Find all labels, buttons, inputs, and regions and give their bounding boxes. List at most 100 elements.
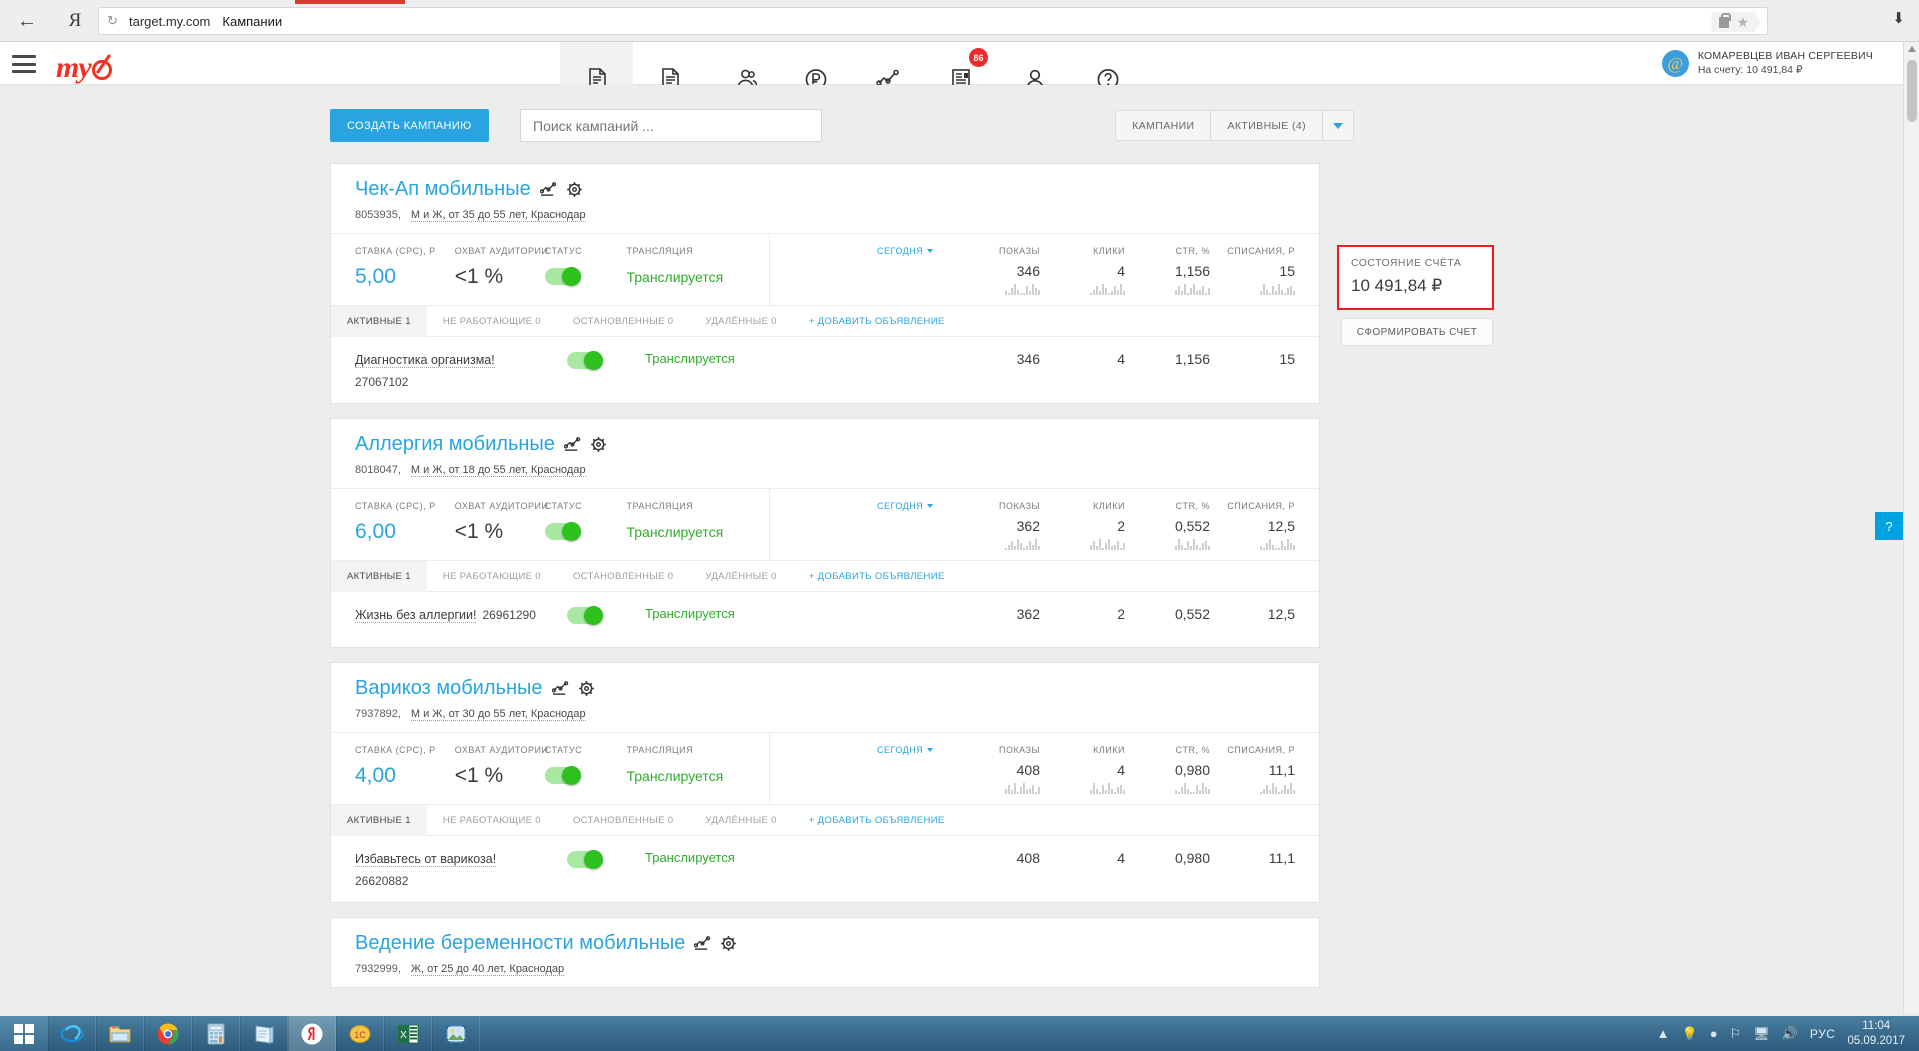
clock[interactable]: 11:04 05.09.2017 [1847,1019,1905,1048]
address-bar[interactable]: ↻ target.my.com Кампании ★ [98,7,1768,35]
create-invoice-button[interactable]: СФОРМИРОВАТЬ СЧЕТ [1341,318,1493,346]
volume-icon[interactable]: 🔊 [1781,1026,1798,1041]
yandex-logo-icon[interactable]: Я [68,10,82,31]
ad-status: Транслируется [645,606,735,621]
gear-icon[interactable] [590,436,607,453]
taskbar-file-explorer-icon[interactable] [96,1016,144,1051]
taskbar-calculator-icon[interactable] [192,1016,240,1051]
ads-tab[interactable]: УДАЛЁННЫЕ 0 [705,315,777,327]
campaign-meta: 7937892, М и Ж, от 30 до 55 лет, Краснода… [355,708,1295,721]
taskbar-excel-icon[interactable]: X [384,1016,432,1051]
user-name: КОМАРЕВЦЕВ ИВАН СЕРГЕЕВИЧ [1697,50,1873,63]
broadcast-value: Транслируется [626,269,724,285]
campaign-title[interactable]: Аллергия мобильные [355,433,555,455]
language-indicator[interactable]: РУС [1809,1026,1836,1041]
page-scrollbar[interactable] [1903,42,1919,1014]
filter-group: КАМПАНИИ АКТИВНЫЕ (4) [1115,110,1354,141]
ad-name[interactable]: Избавьтесь от варикоза! [355,852,497,867]
taskbar-notepad-icon[interactable] [240,1016,288,1051]
ads-tab[interactable]: ОСТАНОВЛЕННЫЕ 0 [572,315,674,327]
campaign-targeting[interactable]: М и Ж, от 18 до 55 лет, Краснодар [410,464,586,477]
chevron-down-icon[interactable] [1323,111,1353,140]
ad-ctr: 0,552 [1174,606,1210,622]
search-input[interactable] [520,109,822,142]
period-selector[interactable]: СЕГОДНЯ [871,745,955,804]
account-balance-box: СОСТОЯНИЕ СЧЁТА 10 491,84 ₽ [1337,245,1494,310]
ad-status-toggle[interactable] [567,606,603,625]
download-icon[interactable]: ⬇ [1892,10,1905,27]
status-label: СТАТУС [544,745,583,755]
metric-impressions: ПОКАЗЫ 346 [955,246,1040,305]
network-icon[interactable]: 🖥 [1753,1026,1770,1041]
help-tab-button[interactable]: ? [1875,512,1903,540]
taskbar-internet-explorer-icon[interactable] [48,1016,96,1051]
line-chart-icon[interactable] [563,437,581,452]
campaign-status-toggle[interactable] [544,522,581,541]
taskbar-photo-viewer-icon[interactable] [432,1016,480,1051]
taskbar-google-chrome-icon[interactable] [144,1016,192,1051]
gear-icon[interactable] [566,181,583,198]
ads-tab[interactable]: АКТИВНЫЕ 1 [331,305,427,337]
line-chart-icon[interactable] [694,936,711,951]
taskbar-yandex-browser-icon[interactable] [288,1016,336,1051]
scroll-up-arrow-icon[interactable] [1908,46,1916,52]
chevron-up-icon[interactable]: ▲ [1656,1026,1670,1041]
add-ad-button[interactable]: + ДОБАВИТЬ ОБЪЯВЛЕНИЕ [808,570,945,582]
campaign-targeting[interactable]: М и Ж, от 35 до 55 лет, Краснодар [410,209,586,222]
filter-scope-campaigns[interactable]: КАМПАНИИ [1116,111,1212,140]
ad-name[interactable]: Диагностика организма! [355,353,495,368]
taskbar-items: 1C X [48,1016,480,1051]
ads-tab[interactable]: ОСТАНОВЛЕННЫЕ 0 [572,570,674,582]
back-arrow-icon[interactable]: ← [17,10,37,32]
campaign-title[interactable]: Чек-Ап мобильные [355,178,531,200]
campaign-targeting[interactable]: Ж, от 25 до 40 лет, Краснодар [410,963,565,976]
reload-icon[interactable]: ↻ [107,13,118,28]
user-balance: На счету: 10 491,84 ₽ [1697,63,1803,76]
line-chart-icon[interactable] [551,681,569,696]
chevron-down-icon[interactable] [927,249,934,253]
flag-icon[interactable]: ⚐ [1729,1026,1742,1041]
campaign-stats-left: СТАВКА (CPC), Р 4,00 ОХВАТ АУДИТОРИИ <1 % СТ… [331,733,769,804]
scrollbar-thumb[interactable] [1907,60,1917,122]
campaign-status-toggle[interactable] [544,267,581,286]
taskbar-1c-icon[interactable]: 1C [336,1016,384,1051]
ads-tab[interactable]: НЕ РАБОТАЮЩИЕ 0 [442,814,541,826]
ads-tab[interactable]: НЕ РАБОТАЮЩИЕ 0 [442,315,541,327]
user-account-block[interactable]: @ КОМАРЕВЦЕВ ИВАН СЕРГЕЕВИЧ На счету: 10… [1661,50,1873,77]
campaign-status-toggle[interactable] [544,766,581,785]
add-ad-button[interactable]: + ДОБАВИТЬ ОБЪЯВЛЕНИЕ [808,814,945,826]
create-campaign-button[interactable]: СОЗДАТЬ КАМПАНИЮ [330,109,489,142]
hamburger-menu-icon[interactable] [12,55,36,73]
add-ad-button[interactable]: + ДОБАВИТЬ ОБЪЯВЛЕНИЕ [808,315,945,327]
ad-status-toggle[interactable] [567,850,603,869]
line-chart-icon[interactable] [539,182,557,197]
filter-status-active[interactable]: АКТИВНЫЕ (4) [1211,111,1323,140]
shield-icon[interactable]: ● [1709,1026,1718,1041]
campaign-metrics: СЕГОДНЯ ПОКАЗЫ 408 КЛИКИ 4 CTR, % 0,980 СПИСАНИ… [769,733,1319,804]
ads-tab[interactable]: АКТИВНЫЕ 1 [331,560,427,592]
ads-tab[interactable]: НЕ РАБОТАЮЩИЕ 0 [442,570,541,582]
ad-name[interactable]: Жизнь без аллергии! [355,608,477,623]
bulb-icon[interactable]: 💡 [1681,1026,1698,1041]
ads-tab[interactable]: УДАЛЁННЫЕ 0 [705,814,777,826]
gear-icon[interactable] [578,680,595,697]
chevron-down-icon[interactable] [927,504,934,508]
app-header: my КАМПАНИИБАННЕРЫАУДИТОРИИБАЛАНССТАТИСТ… [0,42,1919,127]
campaign-title[interactable]: Варикоз мобильные [355,677,543,699]
campaign-targeting[interactable]: М и Ж, от 30 до 55 лет, Краснодар [410,708,586,721]
ad-status-toggle[interactable] [567,351,603,370]
gear-icon[interactable] [720,935,737,952]
ad-metric-spacer [871,351,955,367]
windows-start-icon[interactable] [0,1016,48,1051]
period-selector[interactable]: СЕГОДНЯ [871,246,955,305]
mytarget-logo[interactable]: my [56,48,142,88]
ads-tab[interactable]: ОСТАНОВЛЕННЫЕ 0 [572,814,674,826]
ads-tab[interactable]: АКТИВНЫЕ 1 [331,804,427,836]
campaign-title[interactable]: Ведение беременности мобильные [355,932,686,954]
omnibox-actions: ★ [1711,12,1761,32]
site-info-pill[interactable]: ★ [1711,12,1761,32]
period-selector[interactable]: СЕГОДНЯ [871,501,955,560]
star-icon[interactable]: ★ [1736,14,1749,30]
chevron-down-icon[interactable] [927,748,934,752]
ads-tab[interactable]: УДАЛЁННЫЕ 0 [705,570,777,582]
